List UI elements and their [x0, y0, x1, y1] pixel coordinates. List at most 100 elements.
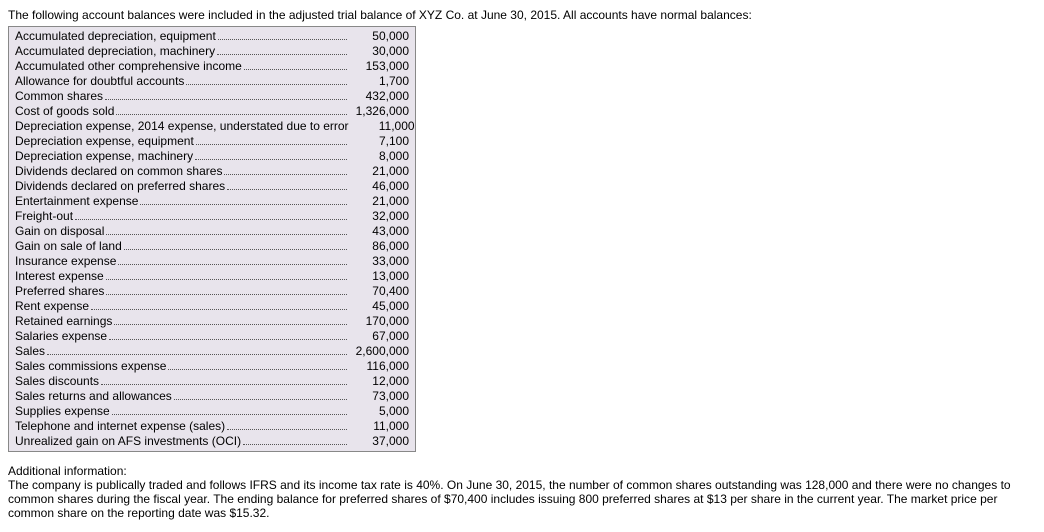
leader-dots: [47, 354, 347, 355]
trial-balance-row: Gain on sale of land 86,000: [15, 239, 409, 254]
account-label: Supplies expense: [15, 404, 110, 419]
account-value: 86,000: [349, 239, 409, 254]
account-label: Allowance for doubtful accounts: [15, 74, 184, 89]
account-value: 1,700: [349, 74, 409, 89]
leader-dots: [217, 54, 347, 55]
account-label: Accumulated other comprehensive income: [15, 59, 242, 74]
account-value: 30,000: [349, 44, 409, 59]
leader-dots: [91, 309, 347, 310]
leader-dots: [106, 234, 347, 235]
account-label: Accumulated depreciation, machinery: [15, 44, 215, 59]
account-value: 21,000: [349, 194, 409, 209]
trial-balance-row: Entertainment expense 21,000: [15, 194, 409, 209]
leader-dots: [105, 99, 347, 100]
account-label: Cost of goods sold: [15, 104, 114, 119]
trial-balance-row: Preferred shares 70,400: [15, 284, 409, 299]
trial-balance-row: Common shares 432,000: [15, 89, 409, 104]
account-label: Retained earnings: [15, 314, 112, 329]
intro-text: The following account balances were incl…: [8, 8, 1036, 22]
trial-balance-row: Accumulated depreciation, equipment 50,00…: [15, 29, 409, 44]
trial-balance-row: Retained earnings 170,000: [15, 314, 409, 329]
trial-balance-row: Accumulated depreciation, machinery 30,00…: [15, 44, 409, 59]
trial-balance-row: Dividends declared on preferred shares46…: [15, 179, 409, 194]
trial-balance-row: Depreciation expense, 2014 expense, unde…: [15, 119, 409, 134]
account-label: Accumulated depreciation, equipment: [15, 29, 216, 44]
account-value: 43,000: [349, 224, 409, 239]
leader-dots: [195, 159, 347, 160]
trial-balance-row: Sales returns and allowances 73,000: [15, 389, 409, 404]
trial-balance-row: Accumulated other comprehensive income 15…: [15, 59, 409, 74]
additional-info-body: The company is publically traded and fol…: [8, 478, 1036, 520]
account-label: Entertainment expense: [15, 194, 138, 209]
trial-balance-row: Sales commissions expense 116,000: [15, 359, 409, 374]
account-value: 46,000: [349, 179, 409, 194]
leader-dots: [75, 219, 347, 220]
leader-dots: [227, 189, 347, 190]
trial-balance-row: Sales discounts 12,000: [15, 374, 409, 389]
account-value: 33,000: [349, 254, 409, 269]
trial-balance-row: Interest expense 13,000: [15, 269, 409, 284]
account-value: 153,000: [349, 59, 409, 74]
leader-dots: [218, 39, 347, 40]
trial-balance-row: Allowance for doubtful accounts 1,700: [15, 74, 409, 89]
account-label: Depreciation expense, equipment: [15, 134, 194, 149]
account-value: 11,000: [355, 119, 415, 134]
leader-dots: [140, 204, 347, 205]
leader-dots: [106, 294, 347, 295]
leader-dots: [118, 264, 347, 265]
account-label: Gain on sale of land: [15, 239, 122, 254]
leader-dots: [243, 444, 347, 445]
account-value: 13,000: [349, 269, 409, 284]
account-label: Depreciation expense, machinery: [15, 149, 193, 164]
account-value: 1,326,000: [349, 104, 409, 119]
account-value: 2,600,000: [349, 344, 409, 359]
account-value: 67,000: [349, 329, 409, 344]
account-label: Sales discounts: [15, 374, 99, 389]
account-label: Dividends declared on common shares: [15, 164, 222, 179]
account-label: Sales commissions expense: [15, 359, 166, 374]
leader-dots: [124, 249, 347, 250]
account-value: 170,000: [349, 314, 409, 329]
leader-dots: [116, 114, 347, 115]
account-label: Telephone and internet expense (sales): [15, 419, 225, 434]
trial-balance-row: Rent expense 45,000: [15, 299, 409, 314]
trial-balance-row: Depreciation expense, equipment 7,100: [15, 134, 409, 149]
account-label: Gain on disposal: [15, 224, 104, 239]
leader-dots: [168, 369, 347, 370]
account-label: Sales returns and allowances: [15, 389, 172, 404]
trial-balance-row: Sales 2,600,000: [15, 344, 409, 359]
trial-balance-row: Gain on disposal 43,000: [15, 224, 409, 239]
account-value: 70,400: [349, 284, 409, 299]
account-value: 73,000: [349, 389, 409, 404]
account-label: Freight-out: [15, 209, 73, 224]
account-value: 432,000: [349, 89, 409, 104]
account-label: Rent expense: [15, 299, 89, 314]
trial-balance-row: Telephone and internet expense (sales)11…: [15, 419, 409, 434]
account-label: Preferred shares: [15, 284, 104, 299]
leader-dots: [106, 279, 347, 280]
leader-dots: [109, 339, 347, 340]
leader-dots: [174, 399, 347, 400]
leader-dots: [112, 414, 347, 415]
trial-balance-row: Unrealized gain on AFS investments (OCI)…: [15, 434, 409, 449]
trial-balance-row: Cost of goods sold 1,326,000: [15, 104, 409, 119]
account-label: Common shares: [15, 89, 103, 104]
account-value: 50,000: [349, 29, 409, 44]
leader-dots: [101, 384, 347, 385]
trial-balance-row: Insurance expense 33,000: [15, 254, 409, 269]
trial-balance-row: Dividends declared on common shares 21,00…: [15, 164, 409, 179]
trial-balance-row: Freight-out32,000: [15, 209, 409, 224]
account-value: 8,000: [349, 149, 409, 164]
trial-balance-row: Depreciation expense, machinery 8,000: [15, 149, 409, 164]
leader-dots: [186, 84, 347, 85]
account-label: Insurance expense: [15, 254, 116, 269]
account-value: 7,100: [349, 134, 409, 149]
account-label: Unrealized gain on AFS investments (OCI): [15, 434, 241, 449]
account-value: 116,000: [349, 359, 409, 374]
account-value: 12,000: [349, 374, 409, 389]
account-label: Interest expense: [15, 269, 104, 284]
account-value: 21,000: [349, 164, 409, 179]
leader-dots: [224, 174, 347, 175]
account-value: 45,000: [349, 299, 409, 314]
account-label: Sales: [15, 344, 45, 359]
